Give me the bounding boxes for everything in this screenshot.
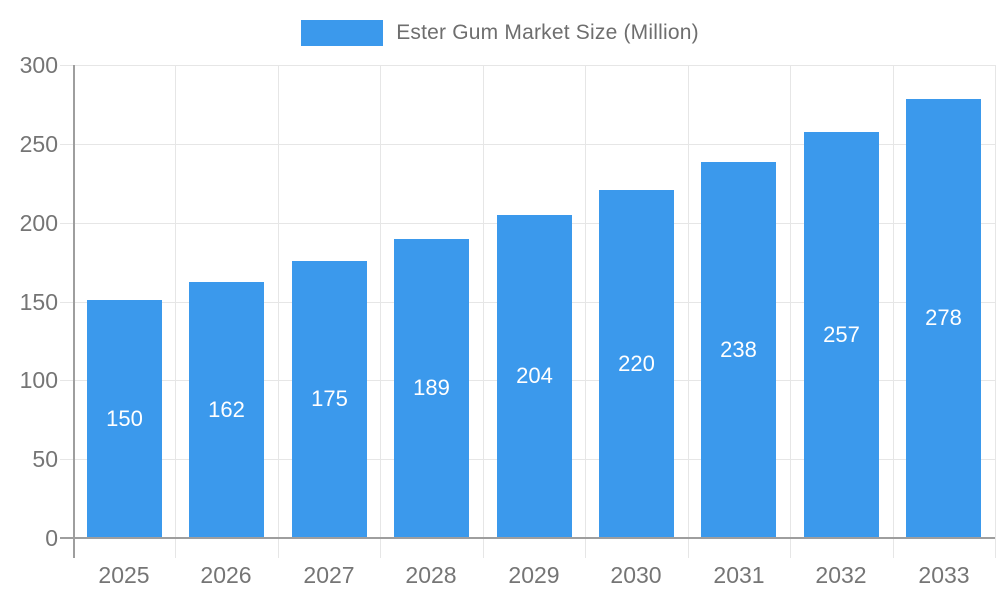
x-gridline xyxy=(893,65,894,558)
bar[interactable]: 150 xyxy=(87,300,162,537)
y-axis-line xyxy=(73,65,75,558)
bar-value-label: 257 xyxy=(823,321,860,347)
bar-value-label: 150 xyxy=(106,405,143,431)
bar-value-label: 220 xyxy=(618,350,655,376)
x-gridline xyxy=(380,65,381,558)
bar[interactable]: 238 xyxy=(701,162,776,537)
legend-swatch-icon xyxy=(301,20,384,46)
y-gridline xyxy=(60,65,995,66)
bar-value-label: 238 xyxy=(720,336,757,362)
x-axis-tick-label: 2029 xyxy=(508,562,560,588)
bar-value-label: 204 xyxy=(516,363,553,388)
x-gridline xyxy=(688,65,689,558)
x-gridline xyxy=(995,65,996,558)
x-axis-tick-label: 2027 xyxy=(303,562,355,588)
x-gridline xyxy=(175,65,176,558)
legend-label: Ester Gum Market Size (Million) xyxy=(396,21,699,44)
x-axis-tick-label: 2025 xyxy=(98,562,150,588)
bar[interactable]: 257 xyxy=(804,132,879,537)
x-gridline xyxy=(585,65,586,558)
x-axis-line xyxy=(60,537,995,539)
x-axis-tick-label: 2028 xyxy=(405,562,457,588)
y-axis-tick-label: 300 xyxy=(19,52,58,78)
y-axis-tick-label: 0 xyxy=(45,525,58,551)
y-axis-tick-label: 100 xyxy=(19,367,58,393)
x-axis-tick-label: 2026 xyxy=(200,562,252,588)
bar[interactable]: 204 xyxy=(497,215,572,537)
y-axis-tick-label: 50 xyxy=(32,446,58,472)
bar-value-label: 278 xyxy=(925,305,962,330)
y-gridline xyxy=(60,144,995,145)
y-axis-tick-label: 150 xyxy=(19,289,58,315)
x-gridline xyxy=(483,65,484,558)
x-axis-tick-label: 2032 xyxy=(815,562,867,588)
bar[interactable]: 162 xyxy=(189,282,264,537)
bar[interactable]: 189 xyxy=(394,239,469,537)
y-axis-tick-label: 250 xyxy=(19,131,58,157)
chart-legend[interactable]: Ester Gum Market Size (Million) xyxy=(0,14,1000,52)
bar[interactable]: 278 xyxy=(906,99,981,537)
y-axis-tick-label: 200 xyxy=(19,210,58,236)
bar-value-label: 162 xyxy=(208,396,245,422)
x-gridline xyxy=(278,65,279,558)
bar-value-label: 189 xyxy=(413,375,450,400)
x-gridline xyxy=(790,65,791,558)
x-axis-tick-label: 2031 xyxy=(713,562,765,588)
bar[interactable]: 175 xyxy=(292,261,367,537)
bar[interactable]: 220 xyxy=(599,190,674,537)
x-axis-tick-label: 2033 xyxy=(918,562,970,588)
bar-value-label: 175 xyxy=(311,386,348,411)
x-axis-tick-label: 2030 xyxy=(610,562,662,588)
